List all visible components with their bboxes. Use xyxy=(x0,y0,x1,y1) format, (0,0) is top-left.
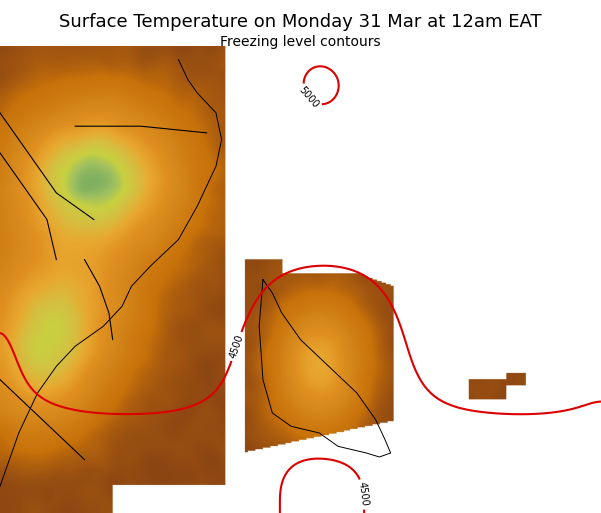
Text: Surface Temperature on Monday 31 Mar at 12am EAT: Surface Temperature on Monday 31 Mar at … xyxy=(59,13,542,31)
Text: 4500: 4500 xyxy=(228,333,245,360)
Text: Freezing level contours: Freezing level contours xyxy=(220,34,381,49)
Text: 4500: 4500 xyxy=(357,481,370,507)
Text: 5000: 5000 xyxy=(297,85,320,110)
